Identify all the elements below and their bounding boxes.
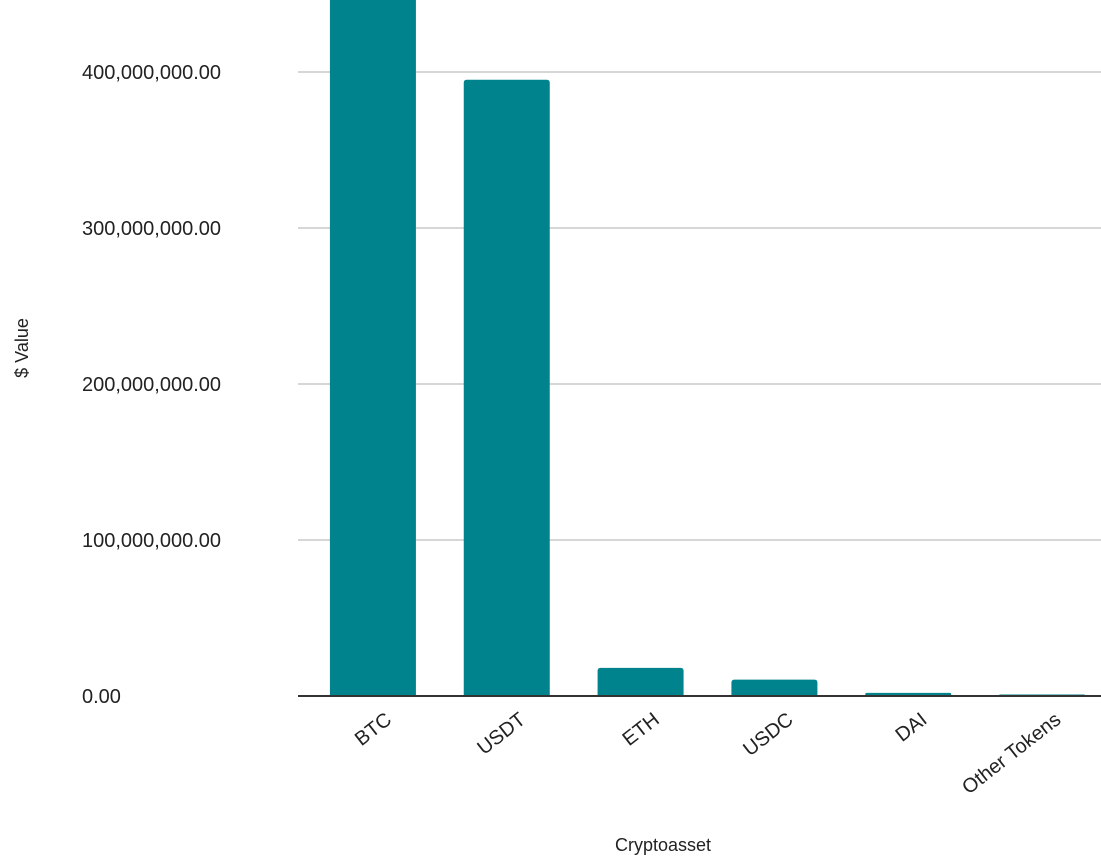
y-tick-label: 0.00 <box>82 686 121 708</box>
bars <box>329 0 1086 697</box>
x-tick-label: Other Tokens <box>958 709 1065 799</box>
y-tick-label: 400,000,000.00 <box>82 62 221 84</box>
x-tick-labels: BTC USDT ETH USDC DAI Other Tokens <box>351 709 1065 799</box>
y-tick-label: 200,000,000.00 <box>82 374 221 396</box>
x-tick-label: DAI <box>892 709 932 747</box>
bar-usdt <box>463 79 550 697</box>
x-tick-label: USDC <box>739 709 797 761</box>
y-axis-title: $ Value <box>12 318 32 378</box>
y-tick-label: 300,000,000.00 <box>82 218 221 240</box>
x-tick-label: USDT <box>473 709 529 760</box>
grid-lines <box>298 71 1101 541</box>
bar-usdc <box>731 679 818 696</box>
x-axis-title: Cryptoasset <box>615 835 711 855</box>
bar-btc <box>329 0 416 696</box>
x-tick-label: BTC <box>351 709 396 751</box>
y-tick-label: 100,000,000.00 <box>82 530 221 552</box>
y-tick-labels: 0.00 100,000,000.00 200,000,000.00 300,000,… <box>82 62 221 708</box>
bar-eth <box>597 667 684 696</box>
x-tick-label: ETH <box>619 709 664 751</box>
